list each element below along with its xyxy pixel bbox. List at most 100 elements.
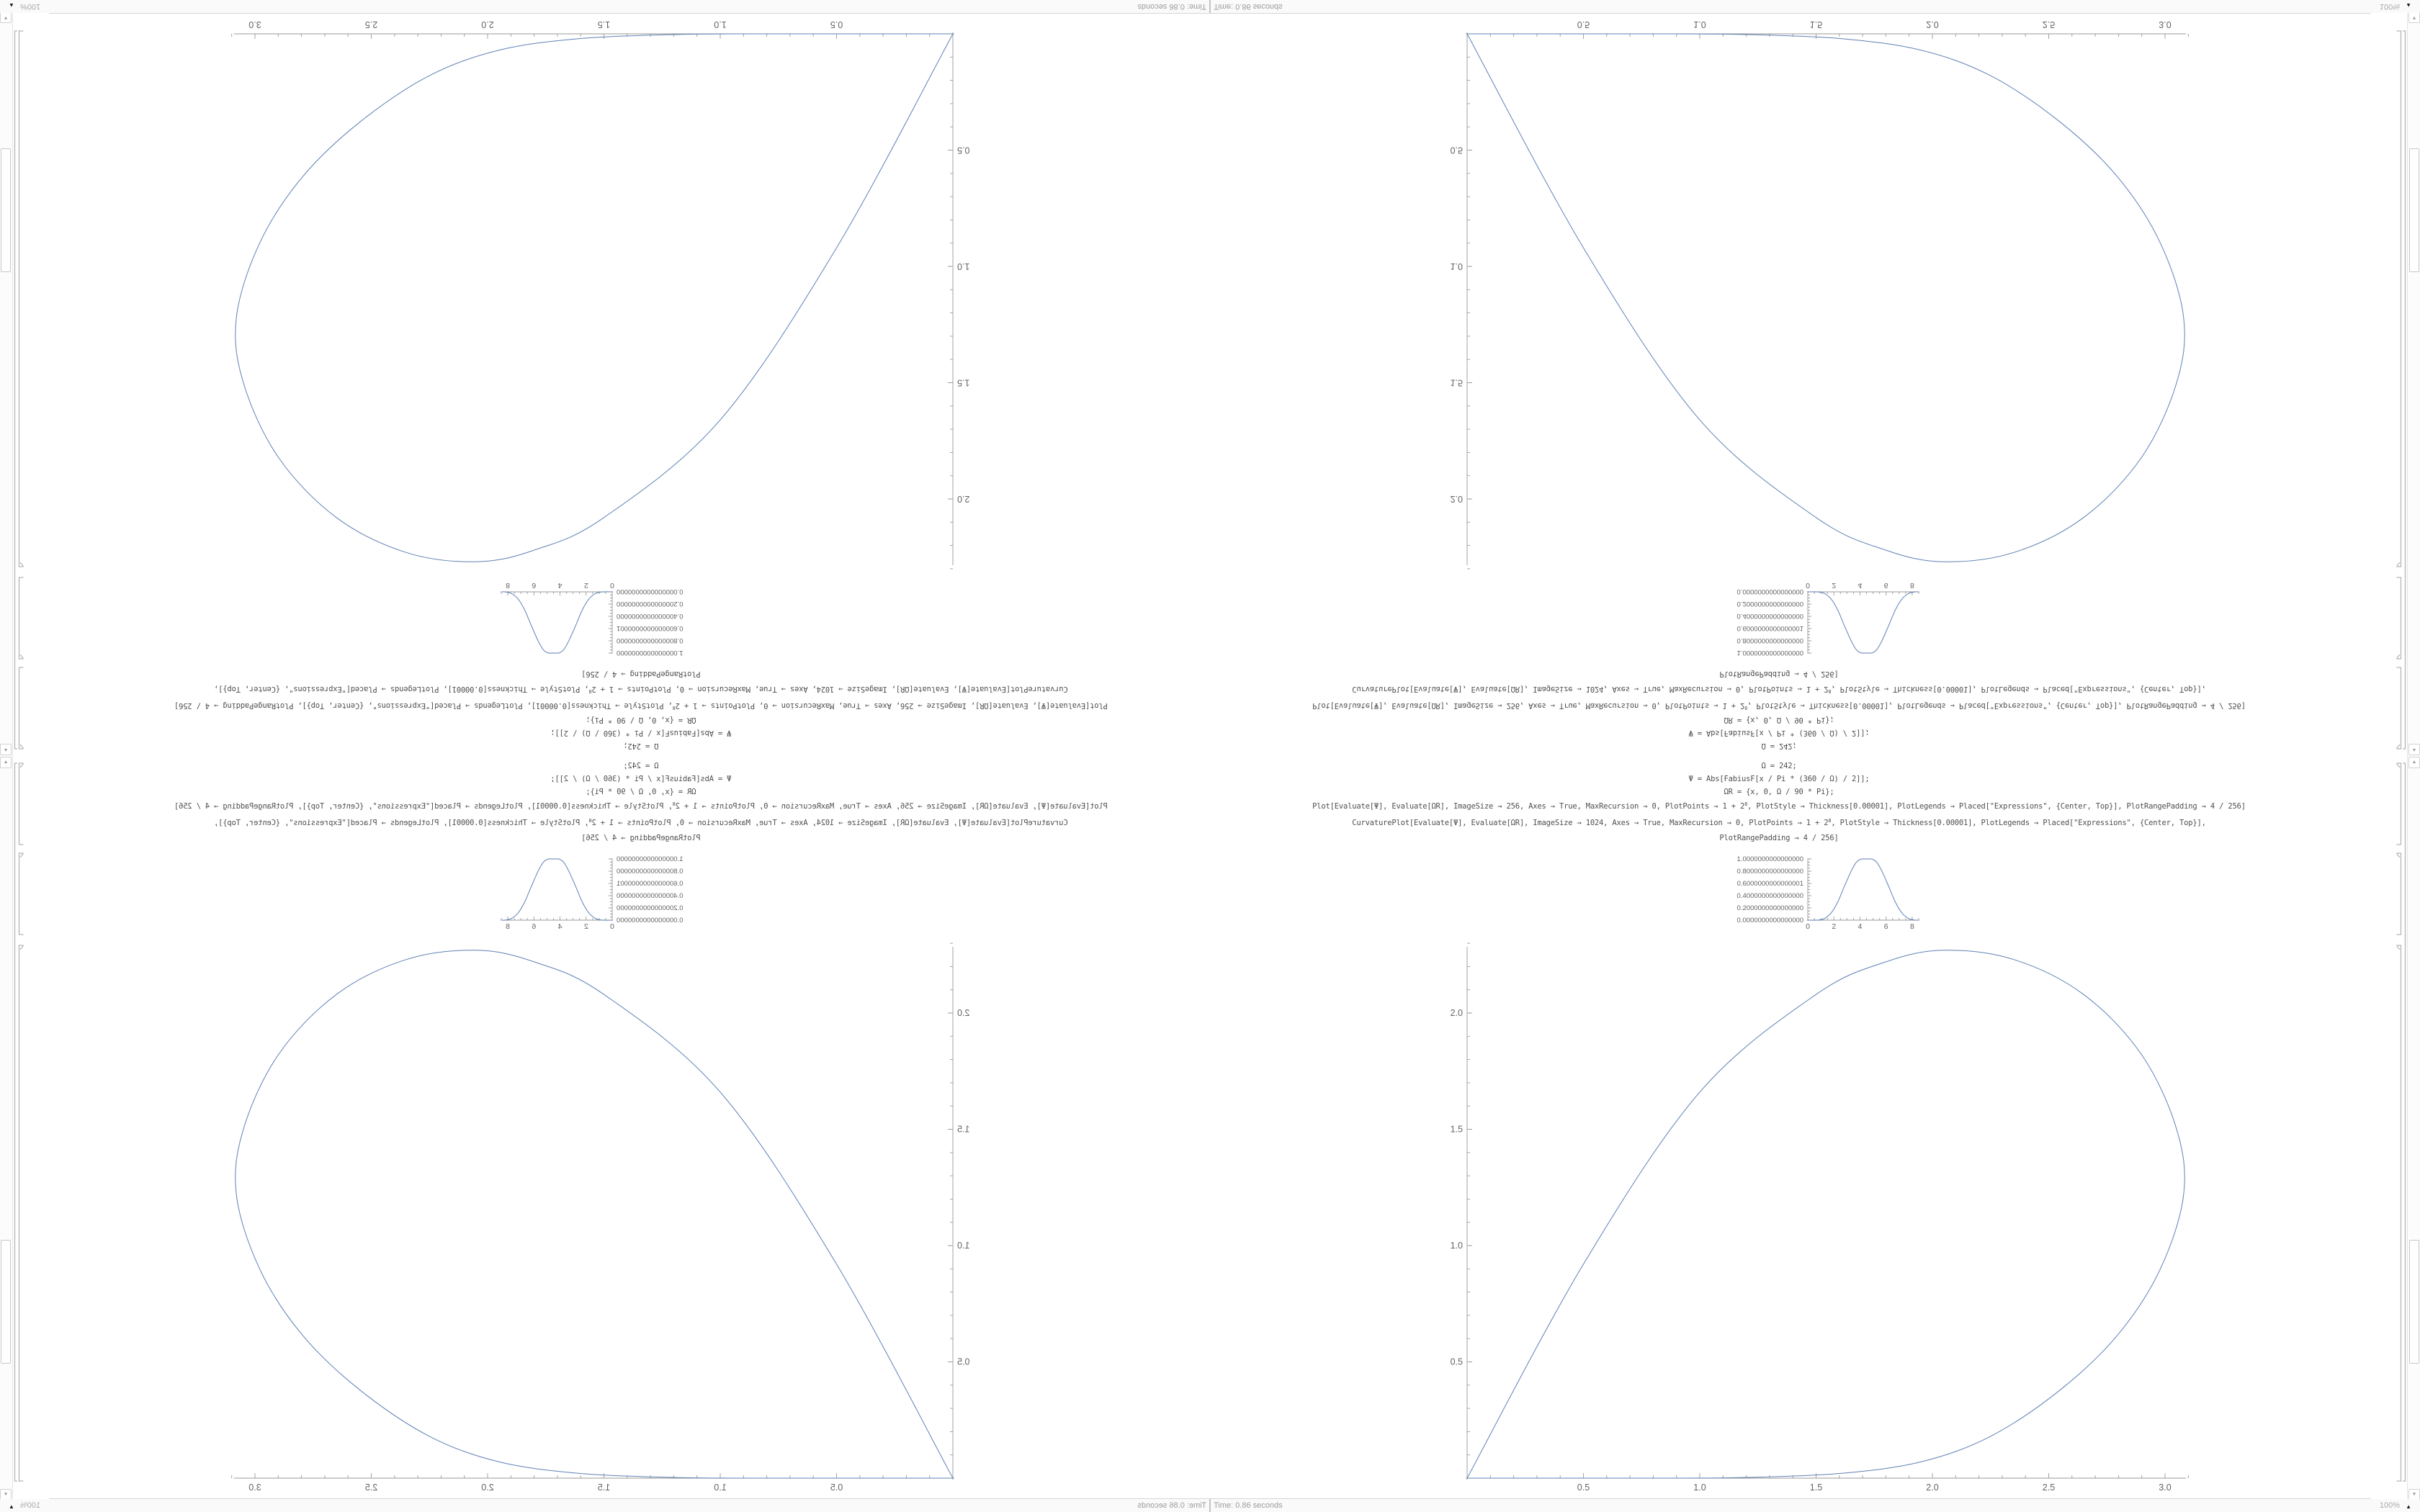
- y-tick-label: 0.6000000000000001: [617, 624, 683, 632]
- y-tick-label: 1.5: [957, 378, 969, 388]
- scroll-down-button[interactable]: ▼: [0, 12, 12, 23]
- magnification-popup-icon[interactable]: ▲: [9, 2, 14, 9]
- magnification-label: 100%: [20, 2, 41, 11]
- y-tick-label: 0.6000000000000001: [1737, 624, 1803, 632]
- x-tick-label: 6: [532, 581, 536, 590]
- x-tick-label: 4: [1858, 922, 1863, 931]
- x-tick-label: 1.5: [1810, 19, 1822, 30]
- scroll-down-icon: ▼: [3, 15, 9, 20]
- output-cell-bracket-small-plot-tick: [2396, 654, 2401, 659]
- scrollbar-thumb[interactable]: [1, 148, 11, 272]
- vertical-scrollbar[interactable]: ▲ ▼: [2407, 11, 2420, 756]
- x-tick-label: 3.0: [2159, 19, 2171, 30]
- output-cell-bracket-big-plot-tick: [19, 562, 24, 567]
- fabius-sample-plot: 0 2 4 6 8 1.0000000000000000 0.800000000000000…: [501, 581, 683, 657]
- x-tick-label: 0.5: [830, 19, 843, 30]
- y-tick-label: 0.5: [957, 1357, 969, 1367]
- y-tick-label: 0.0000000000000000: [1737, 588, 1803, 595]
- input-cell-bracket-tick: [2396, 763, 2401, 768]
- magnification-label: 100%: [2379, 2, 2400, 11]
- scroll-down-button[interactable]: ▼: [2408, 12, 2420, 23]
- input-code-cell[interactable]: Ω = 242; Ψ = Abs[FabiusF[x / Pi * (360 /…: [72, 662, 1210, 756]
- scroll-up-button[interactable]: ▲: [2408, 744, 2420, 755]
- y-tick-label: 1.5: [1451, 378, 1463, 388]
- exponent: 8: [672, 705, 676, 711]
- cell-group-bracket: [2403, 762, 2406, 1482]
- magnification-control[interactable]: 100% ▲: [0, 0, 50, 13]
- x-tick-label: 3.0: [2159, 1482, 2171, 1493]
- fabius-sample-plot: 0 2 4 6 8 1.0000000000000000 0.800000000000000…: [1737, 855, 1919, 931]
- status-bar-border: [1210, 13, 2371, 14]
- scroll-down-icon: ▼: [2411, 15, 2417, 20]
- x-tick-label: 2.0: [1926, 19, 1938, 30]
- code-line-curvatureplot: CurvaturePlot[Evaluate[Ψ], Evaluate[ΩR],…: [214, 685, 1068, 694]
- y-tick-label: 2.0: [957, 1008, 969, 1018]
- scroll-up-icon: ▲: [2411, 747, 2417, 752]
- vertical-scrollbar[interactable]: ▲ ▼: [0, 756, 13, 1501]
- curvature-teardrop-plot: 0.5 1.0 1.5 2.0 2.5 3.0 0.5 1.0 1.5 2.0: [1451, 19, 2189, 570]
- y-tick-label: 0.0000000000000000: [617, 588, 683, 595]
- x-tick-label: 8: [1910, 922, 1914, 931]
- axes: [1807, 591, 1919, 654]
- magnification-control[interactable]: 100% ▲: [0, 1499, 50, 1512]
- x-tick-label: 4: [1858, 581, 1863, 590]
- evaluation-time-label: Time: 0.86 seconds: [1137, 2, 1206, 11]
- x-tick-label: 6: [1884, 922, 1888, 931]
- y-tick-label: 1.0000000000000000: [617, 649, 683, 657]
- cell-brackets[interactable]: [2395, 25, 2409, 756]
- magnification-popup-icon[interactable]: ▲: [2406, 1503, 2411, 1510]
- window-edge-divider: [1210, 1499, 1211, 1512]
- scroll-down-icon: ▼: [2411, 1492, 2417, 1497]
- magnification-control[interactable]: 100% ▲: [2370, 0, 2420, 13]
- y-tick-label: 1.0: [1451, 261, 1463, 271]
- scroll-up-button[interactable]: ▲: [2408, 757, 2420, 768]
- vertical-scrollbar[interactable]: ▲ ▼: [2407, 756, 2420, 1501]
- scrollbar-thumb[interactable]: [2409, 1240, 2419, 1364]
- curvature-teardrop-plot: 0.5 1.0 1.5 2.0 2.5 3.0 0.5 1.0 1.5 2.0: [231, 19, 969, 570]
- code-line-plot: Plot[Evaluate[Ψ], Evaluate[ΩR], ImageSiz…: [1312, 701, 2246, 711]
- x-tick-label: 1.0: [714, 19, 726, 30]
- y-tick-label: 0.4000000000000000: [1737, 892, 1803, 900]
- vertical-scrollbar[interactable]: ▲ ▼: [0, 11, 13, 756]
- y-tick-label: 0.5: [957, 145, 969, 156]
- y-tick-label: 1.5: [957, 1125, 969, 1135]
- curve: [235, 33, 954, 562]
- exponent: 8: [672, 801, 676, 807]
- x-tick-label: 2: [584, 581, 588, 590]
- scroll-down-icon: ▼: [3, 1492, 9, 1497]
- input-code-cell[interactable]: Ω = 242; Ψ = Abs[FabiusF[x / Pi * (360 /…: [72, 756, 1210, 850]
- scroll-up-button[interactable]: ▲: [0, 744, 12, 755]
- magnification-control[interactable]: 100% ▲: [2370, 1499, 2420, 1512]
- x-tick-label: 2: [584, 922, 588, 931]
- cell-brackets[interactable]: [11, 756, 25, 1487]
- code-line-curvatureplot: CurvaturePlot[Evaluate[Ψ], Evaluate[ΩR],…: [1352, 818, 2206, 827]
- scroll-up-icon: ▲: [3, 747, 9, 752]
- code-line-omega: Ω = 242;: [1761, 762, 1797, 770]
- magnification-popup-icon[interactable]: ▲: [2406, 2, 2411, 9]
- code-line-plot: Plot[Evaluate[Ψ], Evaluate[ΩR], ImageSiz…: [174, 701, 1108, 711]
- input-code-cell[interactable]: Ω = 242; Ψ = Abs[FabiusF[x / Pi * (360 /…: [1210, 662, 2348, 756]
- magnification-popup-icon[interactable]: ▲: [9, 1503, 14, 1510]
- y-tick-label: 0.2000000000000000: [1737, 904, 1803, 912]
- cell-brackets[interactable]: [11, 25, 25, 756]
- scrollbar-thumb[interactable]: [2409, 148, 2419, 272]
- magnification-label: 100%: [20, 1501, 41, 1510]
- input-code-cell[interactable]: Ω = 242; Ψ = Abs[FabiusF[x / Pi * (360 /…: [1210, 756, 2348, 850]
- cell-brackets[interactable]: [2395, 756, 2409, 1487]
- x-tick-label: 3.0: [248, 19, 261, 30]
- curve: [1466, 33, 2185, 562]
- y-tick-label: 0.8000000000000000: [617, 868, 683, 876]
- input-cell-bracket-tick: [19, 744, 24, 749]
- x-tick-label: 2.5: [365, 1482, 377, 1493]
- notebook-content-quadrant: Ω = 242; Ψ = Abs[FabiusF[x / Pi * (360 /…: [1210, 756, 2420, 1512]
- curve: [501, 591, 613, 654]
- code-line-omega-r: ΩR = {x, 0, Ω / 90 * Pi};: [586, 716, 696, 724]
- code-line-omega-r: ΩR = {x, 0, Ω / 90 * Pi};: [1724, 716, 1834, 724]
- scroll-up-button[interactable]: ▲: [0, 757, 12, 768]
- magnification-label: 100%: [2379, 1501, 2400, 1510]
- y-tick-label: 1.0000000000000000: [617, 855, 683, 863]
- output-cell-bracket-small-plot-tick: [19, 853, 24, 858]
- output-cell-bracket-small-plot-tick: [19, 654, 24, 659]
- axes: [501, 858, 613, 921]
- scrollbar-thumb[interactable]: [1, 1240, 11, 1364]
